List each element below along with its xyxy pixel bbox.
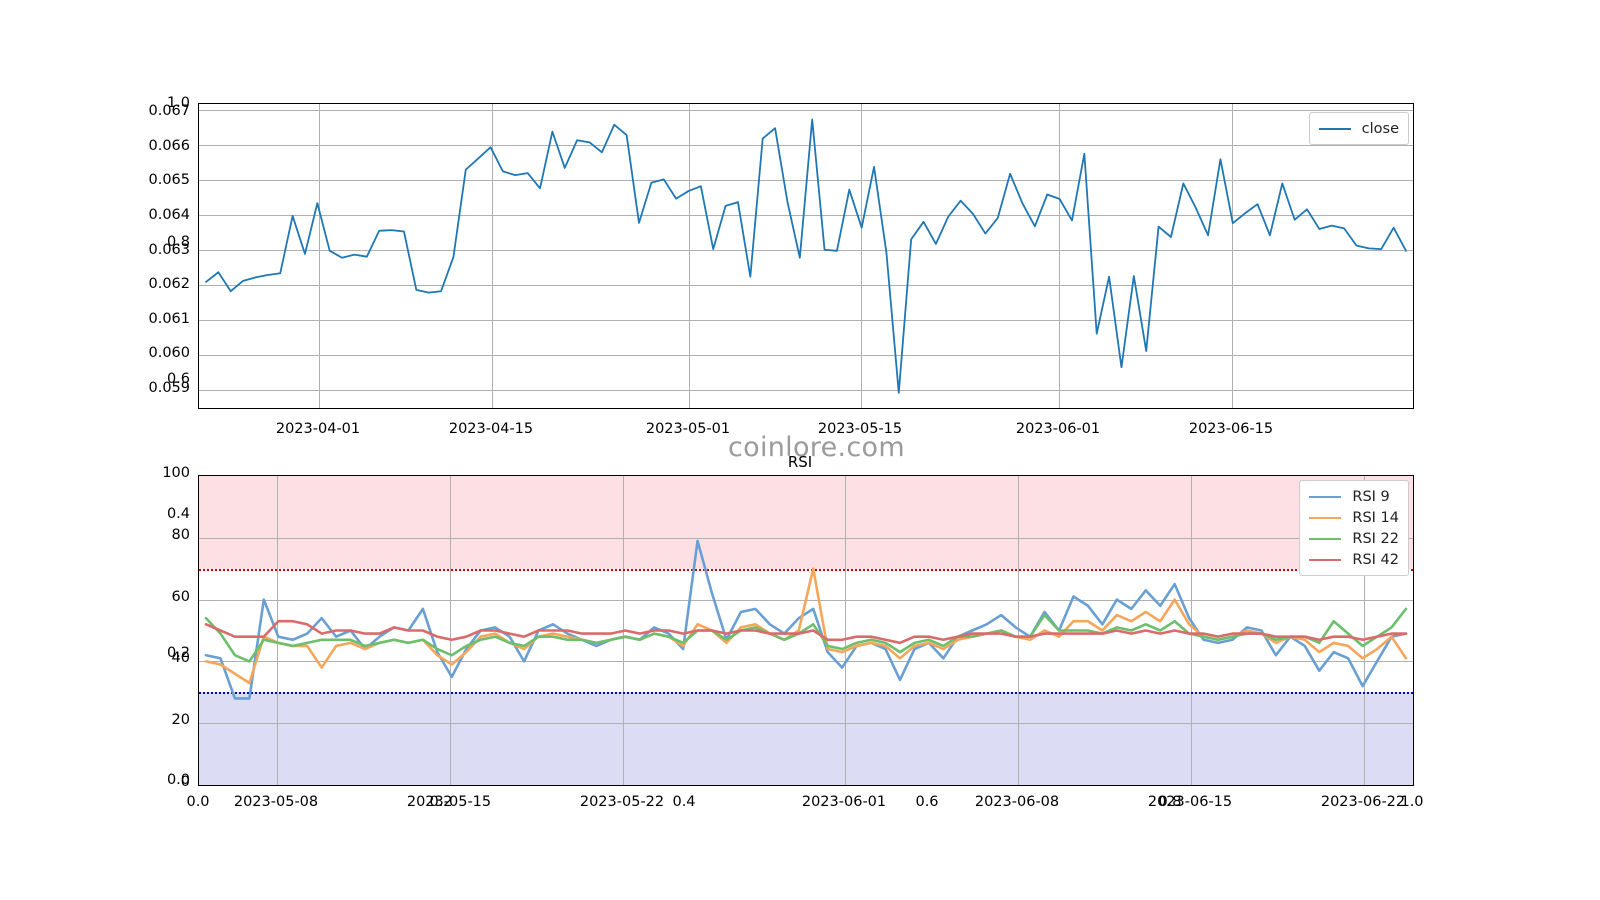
- axis-tick-label: 0.064: [148, 207, 190, 223]
- axis-tick-label: 0.4: [166, 506, 190, 522]
- legend-color-swatch: [1309, 558, 1342, 561]
- price-gridline: [492, 104, 493, 408]
- axis-tick-label: 0.062: [148, 276, 190, 293]
- axis-tick-label: 0: [180, 774, 190, 790]
- axis-tick-label: 0.067: [148, 103, 190, 120]
- axis-tick-label: 2023-06-08: [974, 794, 1060, 810]
- axis-tick-label: 0.063: [148, 241, 190, 258]
- price-gridline: [199, 215, 1413, 216]
- price-gridline: [861, 104, 862, 408]
- axis-tick-label: 0.065: [148, 172, 190, 189]
- rsi-gridline: [1364, 476, 1365, 785]
- oversold-band: [199, 692, 1413, 785]
- axis-tick-label: 0.8: [166, 234, 190, 250]
- legend-color-swatch: [1309, 537, 1342, 540]
- legend-item[interactable]: RSI 42: [1309, 549, 1399, 570]
- axis-tick-label: 0.8: [1158, 794, 1182, 810]
- axis-tick-label: 2023-06-15: [1147, 794, 1233, 810]
- rsi-legend[interactable]: RSI 9 RSI 14 RSI 22 RSI 42: [1299, 480, 1409, 576]
- price-gridline: [1059, 104, 1060, 408]
- price-gridline: [199, 285, 1413, 286]
- overbought-band: [199, 476, 1413, 569]
- axis-tick-label: 2023-05-01: [645, 421, 731, 437]
- price-gridline: [199, 145, 1413, 146]
- oversold-threshold-line: [199, 692, 1413, 695]
- axis-tick-label: 2023-05-15: [817, 421, 903, 437]
- axis-tick-label: 2023-05-08: [233, 794, 319, 810]
- axis-tick-label: 80: [171, 526, 190, 543]
- axis-tick-label: 0.060: [148, 345, 190, 362]
- axis-tick-label: 0.4: [672, 794, 696, 810]
- rsi-gridline: [277, 476, 278, 785]
- legend-item[interactable]: RSI 14: [1309, 507, 1399, 528]
- rsi-gridline: [199, 537, 1413, 539]
- rsi-chart-title: RSI: [787, 453, 813, 471]
- axis-tick-label: 2023-06-22: [1320, 794, 1406, 810]
- axis-tick-label: 20: [171, 712, 190, 729]
- legend-item-label: RSI 42: [1352, 551, 1399, 568]
- rsi-gridline: [1191, 476, 1192, 785]
- price-gridline: [199, 250, 1413, 251]
- price-gridline: [199, 110, 1413, 111]
- price-legend[interactable]: close: [1308, 112, 1409, 145]
- legend-item[interactable]: RSI 9: [1309, 486, 1399, 507]
- axis-tick-label: 0.059: [148, 379, 190, 396]
- axis-tick-label: 0.6: [915, 794, 939, 810]
- axis-tick-label: 0.0: [186, 794, 210, 810]
- overbought-threshold-line: [199, 568, 1413, 571]
- axis-tick-label: 2023-05-22: [579, 794, 665, 810]
- legend-color-swatch: [1309, 495, 1342, 498]
- legend-item-label: close: [1361, 120, 1399, 137]
- legend-item[interactable]: close: [1318, 118, 1399, 139]
- axis-tick-label: 2023-06-01: [1015, 421, 1101, 437]
- rsi-gridline: [199, 661, 1413, 663]
- price-gridline: [199, 390, 1413, 391]
- price-close-series: [205, 118, 1407, 394]
- rsi-gridline: [845, 476, 846, 785]
- axis-tick-label: 60: [171, 588, 190, 605]
- axis-tick-label: 0.2: [429, 794, 453, 810]
- axis-tick-label: 0.2: [166, 645, 190, 661]
- rsi-gridline: [199, 723, 1413, 725]
- axis-tick-label: 1.0: [1400, 794, 1424, 810]
- axis-tick-label: 1.0: [166, 95, 190, 111]
- rsi-series-group: [204, 539, 1408, 700]
- axis-tick-label: 100: [162, 465, 190, 481]
- axis-tick-label: 0.066: [148, 137, 190, 154]
- axis-tick-label: 2023-04-15: [448, 421, 534, 437]
- price-gridline: [319, 104, 320, 408]
- axis-tick-label: 2023-06-01: [801, 794, 887, 810]
- axis-tick-label: 40: [171, 650, 190, 667]
- rsi-gridline: [450, 476, 451, 785]
- axis-tick-label: 0.6: [166, 371, 190, 387]
- axis-tick-label: 0.061: [148, 310, 190, 327]
- legend-color-swatch: [1318, 127, 1351, 130]
- watermark: coinlore.com: [728, 432, 905, 463]
- axis-tick-label: 0.0: [166, 772, 190, 788]
- price-chart-panel: close: [198, 103, 1414, 409]
- legend-item-label: RSI 9: [1352, 488, 1390, 505]
- legend-item-label: RSI 22: [1352, 530, 1399, 547]
- legend-item-label: RSI 14: [1352, 509, 1399, 526]
- legend-item[interactable]: RSI 22: [1309, 528, 1399, 549]
- axis-tick-label: 2023-06-15: [1188, 421, 1274, 437]
- price-gridline: [199, 355, 1413, 356]
- axis-tick-label: 2023-04-01: [275, 421, 361, 437]
- axis-tick-label: 2023-05-15: [406, 794, 492, 810]
- price-gridline: [199, 320, 1413, 321]
- rsi-chart-panel: RSI 9 RSI 14 RSI 22 RSI 42: [198, 475, 1414, 786]
- legend-color-swatch: [1309, 516, 1342, 519]
- price-gridline: [689, 104, 690, 408]
- price-gridline: [1232, 104, 1233, 408]
